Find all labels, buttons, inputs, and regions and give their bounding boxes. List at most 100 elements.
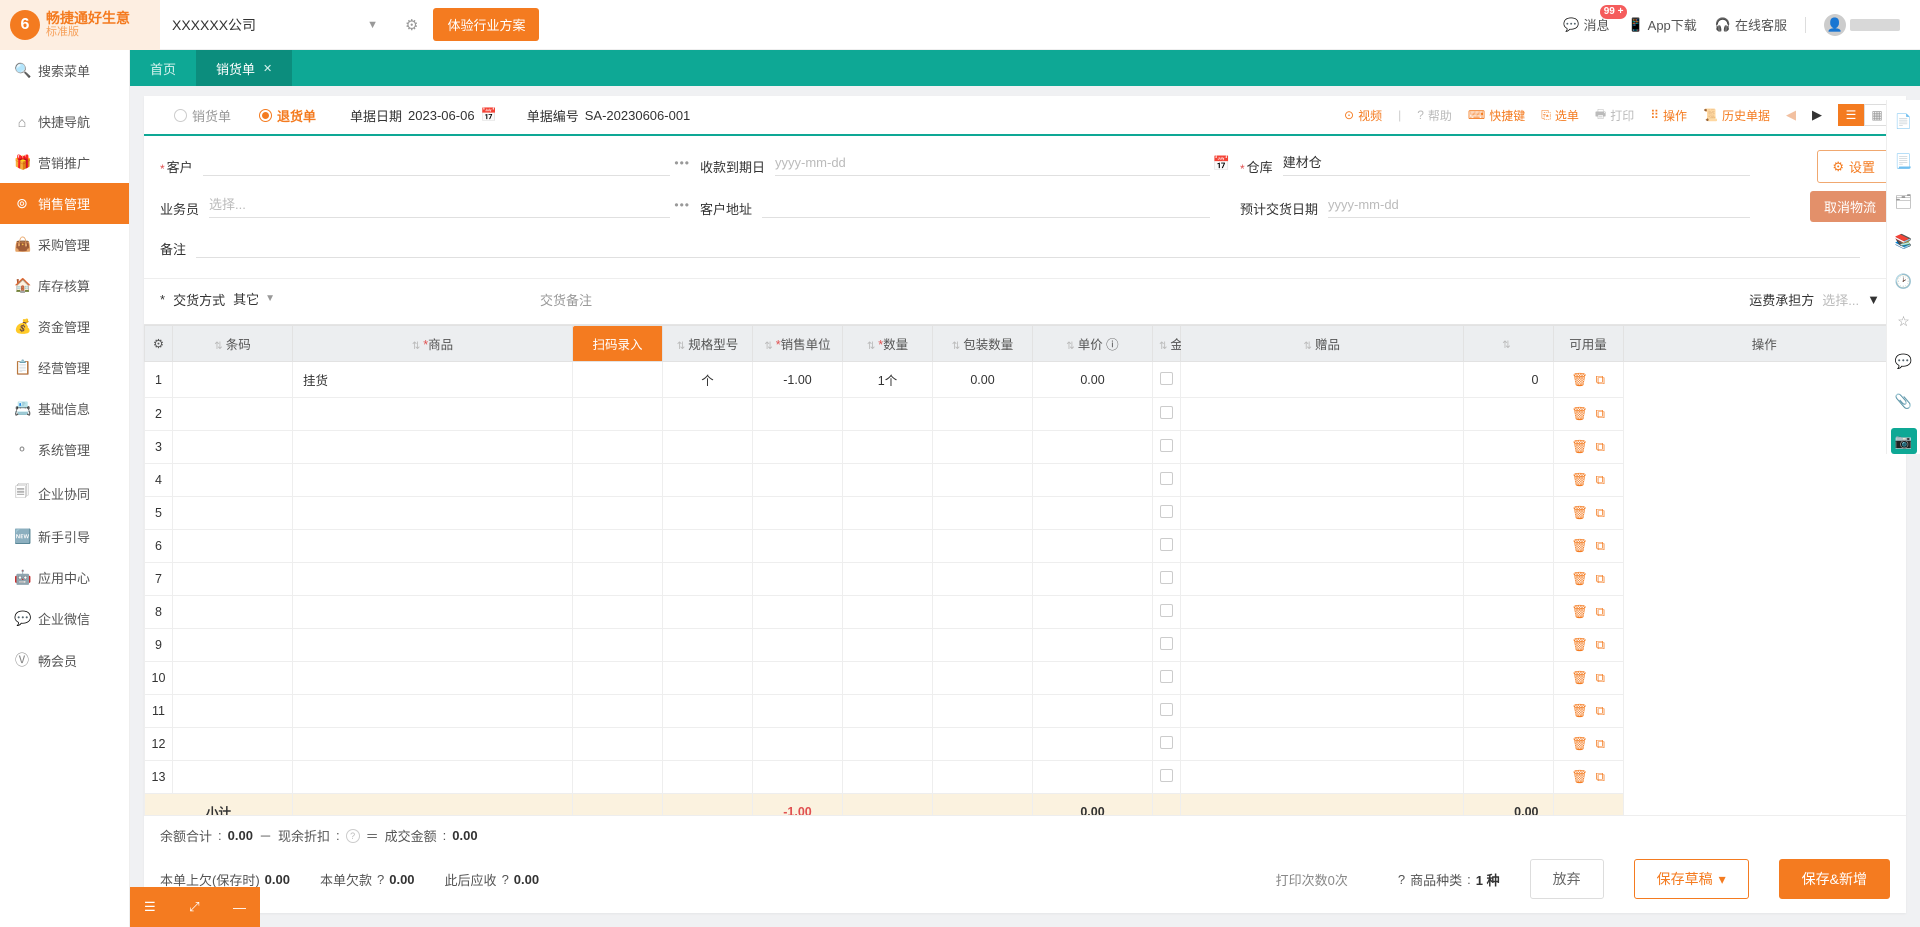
- copy-row-icon[interactable]: ⧉: [1596, 439, 1605, 455]
- col-operate[interactable]: 操作: [1623, 326, 1906, 362]
- tab-首页[interactable]: 首页: [130, 50, 196, 86]
- gift-checkbox[interactable]: [1160, 769, 1173, 782]
- prev-record-icon[interactable]: ◀: [1786, 107, 1796, 123]
- copy-row-icon[interactable]: ⧉: [1596, 736, 1605, 752]
- trial-plan-button[interactable]: 体验行业方案: [433, 8, 539, 41]
- carrier-field[interactable]: 运费承担方 选择... ▼: [1749, 290, 1890, 309]
- messages-button[interactable]: 💬 消息 99 +: [1563, 15, 1609, 34]
- sidebar-item-库存核算[interactable]: 🏠 库存核算: [0, 265, 129, 306]
- help-button[interactable]: ? 帮助: [1417, 107, 1452, 124]
- customer-more-icon[interactable]: •••: [674, 156, 690, 170]
- shortcuts-button[interactable]: ⌨ 快捷键: [1468, 107, 1525, 124]
- col-gift[interactable]: ⇅ 赠品: [1181, 326, 1464, 362]
- col-product[interactable]: ⇅ *商品: [293, 326, 573, 362]
- copy-row-icon[interactable]: ⧉: [1596, 637, 1605, 653]
- copy-row-icon[interactable]: ⧉: [1596, 505, 1605, 521]
- gift-checkbox[interactable]: [1160, 670, 1173, 683]
- col-spec[interactable]: ⇅ 规格型号: [663, 326, 753, 362]
- delete-row-icon[interactable]: 🗑: [1571, 439, 1588, 455]
- copy-row-icon[interactable]: ⧉: [1596, 372, 1605, 388]
- gift-checkbox[interactable]: [1160, 406, 1173, 419]
- list-view-icon[interactable]: ☰: [1838, 104, 1864, 126]
- star-icon[interactable]: ☆: [1891, 308, 1917, 334]
- gift-checkbox[interactable]: [1160, 472, 1173, 485]
- settings-button[interactable]: ⚙ 设置: [1817, 150, 1890, 183]
- receive-due-date-field[interactable]: 收款到期日 yyyy-mm-dd 📅: [700, 152, 1240, 176]
- user-avatar[interactable]: 👤: [1824, 14, 1900, 36]
- copy-row-icon[interactable]: ⧉: [1596, 571, 1605, 587]
- sidebar-item-营销推广[interactable]: 🎁 营销推广: [0, 142, 129, 183]
- gift-checkbox[interactable]: [1160, 372, 1173, 385]
- sidebar-item-资金管理[interactable]: 💰 资金管理: [0, 306, 129, 347]
- col-qty[interactable]: ⇅ *数量: [843, 326, 933, 362]
- sidebar-item-基础信息[interactable]: 📇 基础信息: [0, 388, 129, 429]
- delete-row-icon[interactable]: 🗑: [1571, 736, 1588, 752]
- sidebar-item-应用中心[interactable]: 🤖 应用中心: [0, 557, 129, 598]
- fab-minimize-icon[interactable]: —: [233, 900, 246, 915]
- customer-field[interactable]: * 客户 •••: [160, 152, 700, 176]
- sidebar-item-快捷导航[interactable]: ⌂ 快捷导航: [0, 101, 129, 142]
- doc1-icon[interactable]: 📄: [1891, 108, 1917, 134]
- fab-expand-icon[interactable]: ⤢: [189, 899, 199, 915]
- company-selector[interactable]: XXXXXX公司 ▼: [160, 15, 390, 35]
- tab-销货单[interactable]: 销货单 ✕: [196, 50, 292, 86]
- table-row[interactable]: 5 🗑 ⧉: [145, 497, 1906, 530]
- table-row[interactable]: 12 🗑 ⧉: [145, 728, 1906, 761]
- camera-highlight-icon[interactable]: 📷: [1891, 428, 1917, 454]
- save-draft-button[interactable]: 保存草稿 ▾: [1634, 859, 1749, 899]
- radio-销货单[interactable]: 销货单: [160, 95, 245, 135]
- sidebar-item-经营管理[interactable]: 📋 经营管理: [0, 347, 129, 388]
- sidebar-item-新手引导[interactable]: 🆕 新手引导: [0, 516, 129, 557]
- sidebar-search[interactable]: 🔍 搜索菜单: [0, 50, 129, 91]
- future-receivable-info-icon[interactable]: ?: [502, 872, 509, 887]
- doc2-icon[interactable]: 📃: [1891, 148, 1917, 174]
- cancel-logistics-button[interactable]: 取消物流: [1810, 191, 1890, 222]
- discount-info-icon[interactable]: ?: [346, 829, 360, 843]
- settings-gear-icon[interactable]: ⚙: [405, 16, 418, 34]
- sidebar-item-系统管理[interactable]: ⚬ 系统管理: [0, 429, 129, 470]
- col-scan-input[interactable]: 扫码录入: [573, 326, 663, 362]
- warehouse-field[interactable]: * 仓库 建材仓 •••: [1240, 152, 1890, 176]
- close-tab-icon[interactable]: ✕: [263, 62, 272, 75]
- delete-row-icon[interactable]: 🗑: [1571, 372, 1588, 388]
- table-row[interactable]: 7 🗑 ⧉: [145, 563, 1906, 596]
- table-row[interactable]: 4 🗑 ⧉: [145, 464, 1906, 497]
- stack-icon[interactable]: 📚: [1891, 228, 1917, 254]
- radio-退货单[interactable]: 退货单: [245, 95, 330, 135]
- delete-row-icon[interactable]: 🗑: [1571, 538, 1588, 554]
- delete-row-icon[interactable]: 🗑: [1571, 571, 1588, 587]
- table-row[interactable]: 1 挂货 个 -1.00 1个 0.00 0.00: [145, 362, 1906, 398]
- history2-icon[interactable]: 🕑: [1891, 268, 1917, 294]
- discard-button[interactable]: 放弃: [1530, 859, 1604, 899]
- col-amount[interactable]: ⇅金额: [1153, 326, 1181, 362]
- col-barcode[interactable]: ⇅ 条码: [173, 326, 293, 362]
- table-row[interactable]: 13 🗑 ⧉: [145, 761, 1906, 794]
- chat2-icon[interactable]: 💬: [1891, 348, 1917, 374]
- copy-row-icon[interactable]: ⧉: [1596, 703, 1605, 719]
- line-items-table-wrap[interactable]: ⚙ ⇅ 条码 ⇅ *商品 扫码录入 ⇅ 规格型号 ⇅ *销售单位 ⇅ *数量 ⇅ 包装数量 …: [144, 324, 1906, 815]
- receive-due-calendar-icon[interactable]: 📅: [1213, 155, 1230, 172]
- gift-checkbox[interactable]: [1160, 439, 1173, 452]
- delete-row-icon[interactable]: 🗑: [1571, 406, 1588, 422]
- calendar-icon[interactable]: 📅: [481, 107, 497, 123]
- col-pack-qty[interactable]: ⇅ 包装数量: [933, 326, 1033, 362]
- sidebar-item-销售管理[interactable]: ⊚ 销售管理: [0, 183, 129, 224]
- customer-address-field[interactable]: 客户地址: [700, 194, 1240, 218]
- col-unit[interactable]: ⇅ *销售单位: [753, 326, 843, 362]
- table-row[interactable]: 3 🗑 ⧉: [145, 431, 1906, 464]
- clip-icon[interactable]: 📎: [1891, 388, 1917, 414]
- table-row[interactable]: 9 🗑 ⧉: [145, 629, 1906, 662]
- history-button[interactable]: 📜 历史单据: [1703, 107, 1770, 124]
- this-owed-info-icon[interactable]: ?: [377, 872, 384, 887]
- salesperson-more-icon[interactable]: •••: [674, 198, 690, 212]
- delete-row-icon[interactable]: 🗑: [1571, 472, 1588, 488]
- video-button[interactable]: ⊙ 视频: [1344, 107, 1382, 124]
- table-row[interactable]: 6 🗑 ⧉: [145, 530, 1906, 563]
- copy-row-icon[interactable]: ⧉: [1596, 604, 1605, 620]
- operate-button[interactable]: ⠿ 操作: [1650, 107, 1687, 124]
- sidebar-item-企业微信[interactable]: 💬 企业微信: [0, 598, 129, 639]
- expected-delivery-field[interactable]: 预计交货日期 yyyy-mm-dd 📅: [1240, 194, 1890, 218]
- layers-icon[interactable]: 🗂: [1891, 188, 1917, 214]
- sidebar-item-畅会员[interactable]: Ⓥ 畅会员: [0, 639, 129, 681]
- col-available[interactable]: 可用量: [1553, 326, 1623, 362]
